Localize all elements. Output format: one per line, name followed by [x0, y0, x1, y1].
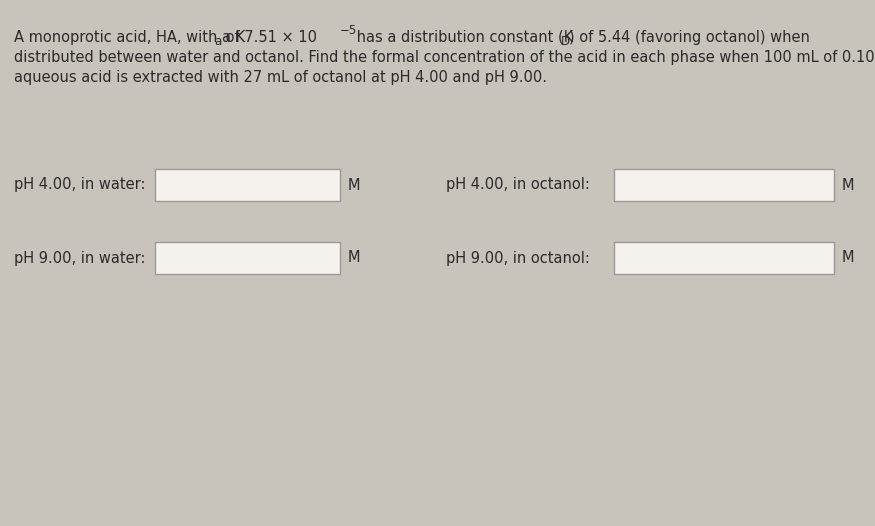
Text: M: M [842, 177, 855, 193]
Text: A monoprotic acid, HA, with a K: A monoprotic acid, HA, with a K [14, 30, 245, 45]
Text: −5: −5 [340, 24, 357, 37]
Text: of 7.51 × 10: of 7.51 × 10 [221, 30, 317, 45]
Text: pH 9.00, in water:: pH 9.00, in water: [14, 250, 145, 266]
Bar [155, 169, 340, 201]
Bar [614, 169, 834, 201]
Text: M: M [348, 250, 360, 266]
Text: D: D [561, 35, 570, 48]
Text: ) of 5.44 (favoring octanol) when: ) of 5.44 (favoring octanol) when [569, 30, 810, 45]
Text: has a distribution constant (K: has a distribution constant (K [352, 30, 573, 45]
Text: pH 4.00, in octanol:: pH 4.00, in octanol: [446, 177, 590, 193]
Text: M: M [348, 177, 360, 193]
Text: M: M [842, 250, 855, 266]
Text: pH 4.00, in water:: pH 4.00, in water: [14, 177, 145, 193]
Text: aqueous acid is extracted with 27 mL of octanol at pH 4.00 and pH 9.00.: aqueous acid is extracted with 27 mL of … [14, 70, 547, 85]
Text: pH 9.00, in octanol:: pH 9.00, in octanol: [446, 250, 590, 266]
Bar [155, 242, 340, 274]
Text: distributed between water and octanol. Find the formal concentration of the acid: distributed between water and octanol. F… [14, 50, 875, 65]
Bar [614, 242, 834, 274]
Text: a: a [214, 35, 221, 48]
